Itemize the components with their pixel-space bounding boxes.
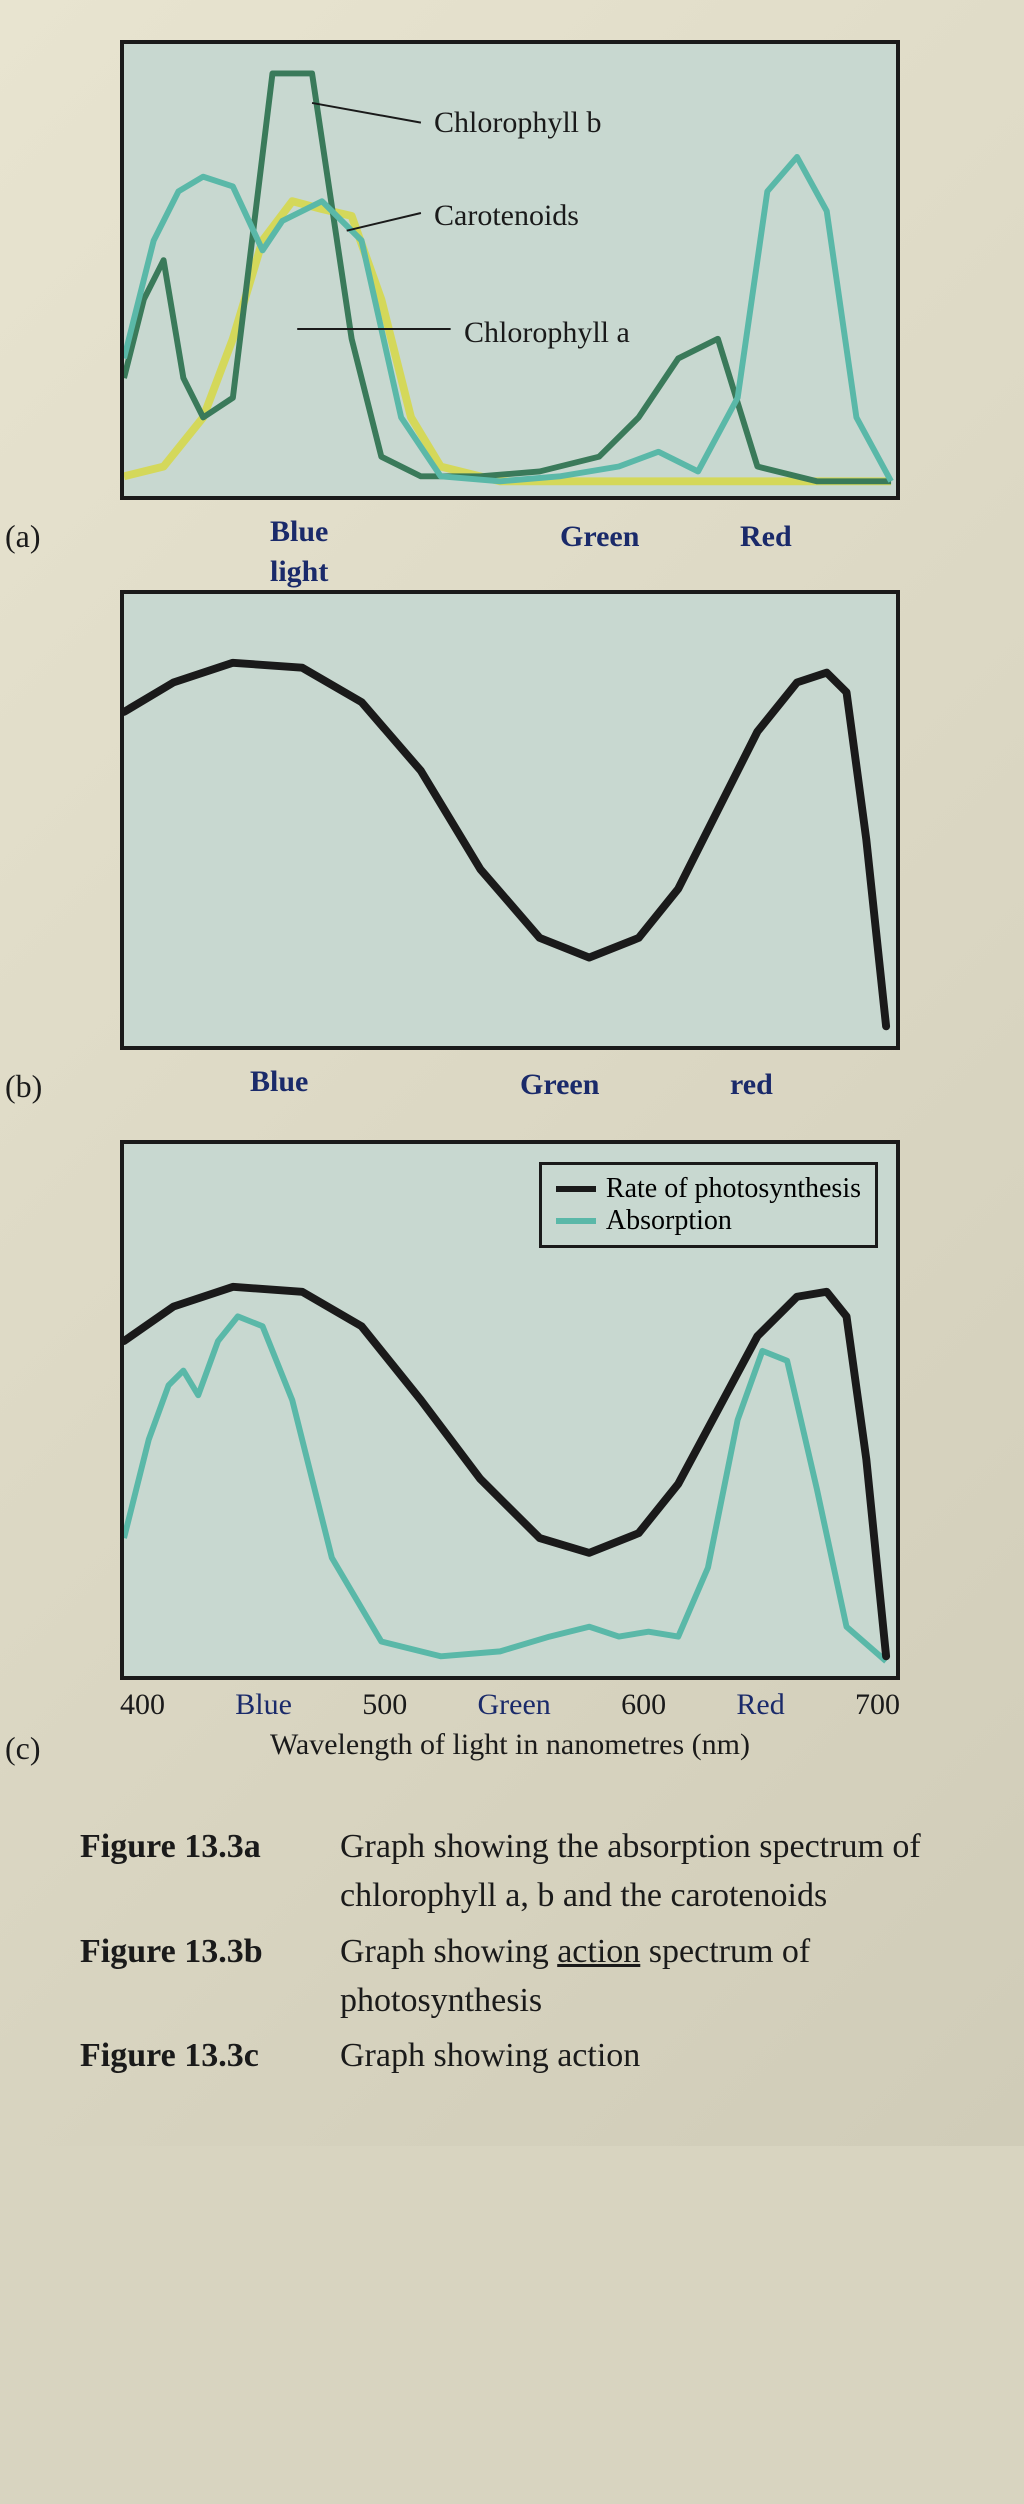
panel-c: Light absorbed Rate of photosynthesis Ab… — [120, 1140, 984, 1762]
panel-c-xlabel: Wavelength of light in nanometres (nm) — [120, 1728, 900, 1762]
panel-c-letter: (c) — [5, 1730, 41, 1767]
leader-chl-b — [312, 103, 421, 123]
hw-green-c: Green — [478, 1688, 551, 1722]
handwritten-red: red — [730, 1068, 773, 1102]
legend-swatch-rate — [556, 1186, 596, 1192]
panel-c-legend: Rate of photosynthesis Absorption — [539, 1162, 878, 1248]
legend-label-rate: Rate of photosynthesis — [606, 1173, 861, 1205]
legend-row-abs: Absorption — [556, 1205, 861, 1237]
xtick-600: 600 — [621, 1688, 666, 1722]
panel-b-letter: (b) — [5, 1068, 42, 1105]
page-container: Absorbance of light bychloroplast pigmen… — [0, 0, 1024, 2146]
caption-text: Graph showing the absorption spectrum of… — [340, 1822, 964, 1921]
rate-c-line — [124, 1287, 886, 1656]
handwritten-light: light — [270, 555, 328, 589]
handwritten-blue: Blue — [250, 1065, 308, 1099]
label-carot: Carotenoids — [434, 199, 579, 233]
hw-blue-c: Blue — [235, 1688, 292, 1722]
caption-fig: Figure 13.3b — [80, 1927, 340, 2026]
panel-a-letter: (a) — [5, 518, 41, 555]
caption-fig: Figure 13.3a — [80, 1822, 340, 1921]
caption-entry: Figure 13.3cGraph showing action — [80, 2031, 964, 2080]
handwritten-red: Red — [740, 520, 792, 554]
caption-text: Graph showing action spectrum of photosy… — [340, 1927, 964, 2026]
panel-b: Rate of photosynthesis(measured by O₂ re… — [120, 590, 984, 1050]
caption-entry: Figure 13.3aGraph showing the absorption… — [80, 1822, 964, 1921]
panel-c-plot: Rate of photosynthesis Absorption — [120, 1140, 900, 1680]
xtick-400: 400 — [120, 1688, 165, 1722]
handwritten-green: Green — [560, 520, 639, 554]
rate-b-line — [124, 663, 886, 1027]
panel-a-plot: Chlorophyll b Carotenoids Chlorophyll a — [120, 40, 900, 500]
label-chl-a: Chlorophyll a — [464, 316, 630, 350]
absorption-line — [124, 1316, 886, 1661]
legend-swatch-abs — [556, 1218, 596, 1224]
underlined-word: action — [557, 1933, 640, 1970]
panel-a: Absorbance of light bychloroplast pigmen… — [120, 40, 984, 500]
panel-c-xaxis: 400 Blue 500 Green 600 Red 700 — [120, 1688, 900, 1722]
handwritten-blue: Blue — [270, 515, 328, 549]
figure-captions: Figure 13.3aGraph showing the absorption… — [60, 1822, 984, 2080]
panel-b-svg — [124, 594, 896, 1046]
panel-b-plot — [120, 590, 900, 1050]
hw-red-c: Red — [736, 1688, 784, 1722]
caption-text: Graph showing action — [340, 2031, 964, 2080]
xtick-500: 500 — [362, 1688, 407, 1722]
label-chl-b: Chlorophyll b — [434, 106, 602, 140]
legend-row-rate: Rate of photosynthesis — [556, 1173, 861, 1205]
legend-label-abs: Absorption — [606, 1205, 732, 1237]
caption-entry: Figure 13.3bGraph showing action spectru… — [80, 1927, 964, 2026]
xtick-700: 700 — [855, 1688, 900, 1722]
caption-fig: Figure 13.3c — [80, 2031, 340, 2080]
handwritten-green: Green — [520, 1068, 599, 1102]
